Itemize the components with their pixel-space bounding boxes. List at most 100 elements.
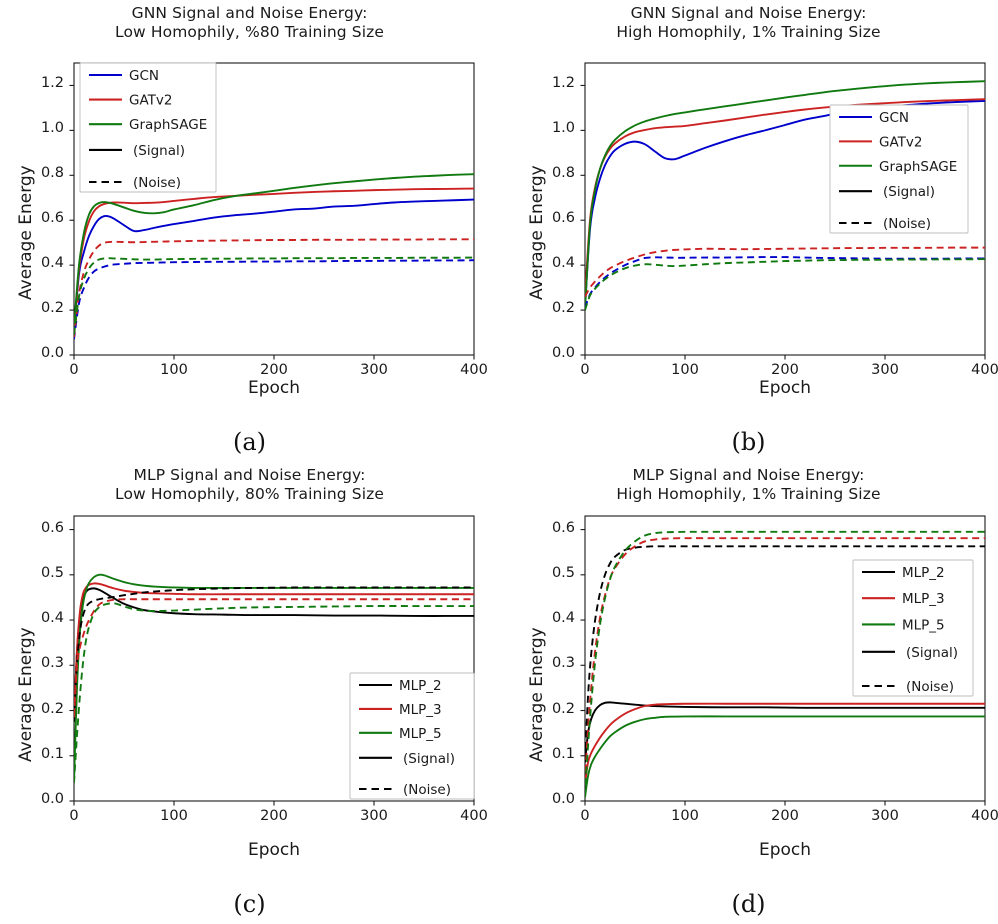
panel-d-xtick-200: 200 [771, 808, 799, 824]
panel-c-plot: MLP_2 MLP_3 MLP_5 (Signal) (Noise) [69, 515, 475, 806]
series-d-mlp-5-noise- [585, 530, 985, 797]
panel-a-caption: (a) [232, 428, 267, 456]
panel-c-caption: (c) [233, 890, 266, 918]
legend-label-mlp-2: MLP_2 [902, 565, 945, 581]
panel-b-ylabel: Average Energy [527, 165, 547, 300]
series-c-mlp-5-noise- [74, 602, 474, 783]
panel-d-title-line2: High Homophily, 1% Training Size [616, 485, 881, 503]
series-b-graphsage-noise- [585, 258, 985, 311]
legend-label--signal-: (Signal) [906, 645, 958, 661]
legend-label--noise-: (Noise) [906, 679, 954, 695]
panel-c-ytick-0.0: 0.0 [40, 791, 64, 807]
panel-c-xtick-0: 0 [69, 808, 79, 824]
panel-a-ytick-0.4: 0.4 [40, 255, 64, 272]
panel-b-xtick-100: 100 [671, 362, 699, 378]
legend-label-graphsage: GraphSAGE [129, 117, 207, 133]
legend-label-mlp-2: MLP_2 [399, 678, 442, 694]
series-a-gcn-signal- [74, 198, 474, 333]
panel-d-ylabel: Average Energy [527, 627, 547, 762]
panel-b-legend: GCN GATv2 GraphSAGE (Signal) (Noise) [829, 104, 969, 234]
panel-c-ytick-0.4: 0.4 [40, 610, 64, 627]
panel-d-ytick-0.0: 0.0 [551, 791, 575, 807]
panel-a-ytick-1.2: 1.2 [40, 75, 64, 92]
series-a-graphsage-noise- [74, 256, 474, 335]
series-c-mlp-3-noise- [74, 598, 474, 718]
panel-b-xlabel: Epoch [758, 378, 812, 398]
legend-label-graphsage: GraphSAGE [879, 159, 957, 175]
panel-b-ytick-1.0: 1.0 [551, 120, 575, 137]
panel-c-ytick-0.3: 0.3 [40, 655, 64, 672]
panel-a-xtick-300: 300 [360, 362, 388, 378]
panel-b-xtick-0: 0 [580, 362, 590, 378]
panel-c-xtick-300: 300 [360, 808, 388, 824]
panel-a-title-line1: GNN Signal and Noise Energy: [131, 4, 368, 22]
series-b-gatv2-noise- [585, 246, 985, 298]
panel-a-legend: GCN GATv2 GraphSAGE (Signal) (Noise) [79, 62, 217, 193]
series-d-mlp-3-signal- [585, 702, 985, 784]
panel-a-title: GNN Signal and Noise Energy: Low Homophi… [0, 4, 499, 42]
panel-a-plot: GCN GATv2 GraphSAGE (Signal) (Noise) [69, 62, 475, 360]
legend-label-gatv2: GATv2 [129, 93, 172, 109]
panel-d-xlabel: Epoch [758, 840, 812, 860]
panel-b-caption: (b) [731, 428, 766, 456]
series-d-mlp-2-noise- [585, 545, 985, 761]
legend-label-mlp-3: MLP_3 [399, 702, 442, 718]
panel-b-ytick-0.0: 0.0 [551, 345, 575, 361]
panel-a-ytick-0.6: 0.6 [40, 210, 64, 227]
series-c-mlp-3-signal- [74, 582, 474, 720]
panel-c-title: MLP Signal and Noise Energy: Low Homophi… [0, 466, 499, 504]
panel-b-ytick-0.4: 0.4 [551, 255, 575, 272]
panel-d-ytick-0.2: 0.2 [551, 700, 575, 717]
panel-c-ytick-0.2: 0.2 [40, 700, 64, 717]
legend-label--signal-: (Signal) [883, 184, 935, 200]
panel-d-xtick-0: 0 [580, 808, 590, 824]
panel-d-xtick-100: 100 [671, 808, 699, 824]
series-a-graphsage-signal- [74, 173, 474, 329]
panel-b-ytick-0.6: 0.6 [551, 210, 575, 227]
panel-c-xtick-400: 400 [460, 808, 488, 824]
series-b-gcn-noise- [585, 256, 985, 309]
series-b-graphsage-signal- [585, 80, 985, 311]
panel-b-ytick-0.8: 0.8 [551, 165, 575, 182]
panel-c-legend: MLP_2 MLP_3 MLP_5 (Signal) (Noise) [349, 672, 475, 800]
series-a-gatv2-noise- [74, 238, 474, 338]
panel-b-ytick-1.2: 1.2 [551, 75, 575, 92]
panel-a-xtick-0: 0 [69, 362, 79, 378]
series-d-mlp-3-noise- [585, 537, 985, 783]
panel-c-ylabel: Average Energy [16, 627, 36, 762]
panel-c: MLP Signal and Noise Energy: Low Homophi… [0, 462, 499, 924]
panel-d: MLP Signal and Noise Energy: High Homoph… [499, 462, 998, 924]
panel-c-xtick-100: 100 [160, 808, 188, 824]
panel-c-ytick-0.6: 0.6 [40, 519, 64, 536]
legend-label--noise-: (Noise) [883, 216, 931, 232]
panel-a-xlabel: Epoch [247, 378, 301, 398]
panel-c-title-line2: Low Homophily, 80% Training Size [115, 485, 384, 503]
panel-b-xtick-200: 200 [771, 362, 799, 378]
series-c-mlp-5-signal- [74, 573, 474, 783]
panel-a-ytick-0.8: 0.8 [40, 165, 64, 182]
panel-d-xtick-300: 300 [871, 808, 899, 824]
panel-a-title-line2: Low Homophily, %80 Training Size [115, 23, 384, 41]
legend-label-gcn: GCN [129, 68, 159, 84]
legend-label-mlp-3: MLP_3 [902, 591, 945, 607]
panel-a-ytick-0.2: 0.2 [40, 300, 64, 317]
panel-b-title: GNN Signal and Noise Energy: High Homoph… [499, 4, 998, 42]
panel-b: GNN Signal and Noise Energy: High Homoph… [499, 0, 998, 462]
panel-c-ytick-0.5: 0.5 [40, 564, 64, 581]
panel-a-ytick-1.0: 1.0 [40, 120, 64, 137]
panel-d-ytick-0.6: 0.6 [551, 519, 575, 536]
series-c-mlp-2-noise- [74, 586, 474, 720]
legend-label-gcn: GCN [879, 110, 909, 126]
panel-d-ytick-0.3: 0.3 [551, 655, 575, 672]
panel-b-xtick-300: 300 [871, 362, 899, 378]
panel-a: GNN Signal and Noise Energy: Low Homophi… [0, 0, 499, 462]
panel-d-ytick-0.4: 0.4 [551, 610, 575, 627]
panel-d-title-line1: MLP Signal and Noise Energy: [632, 466, 865, 484]
panel-b-plot: GCN GATv2 GraphSAGE (Signal) (Noise) [580, 62, 986, 360]
series-d-mlp-5-signal- [585, 715, 985, 798]
legend-label--noise-: (Noise) [133, 175, 181, 191]
panel-d-ytick-0.5: 0.5 [551, 564, 575, 581]
panel-d-plot: MLP_2 MLP_3 MLP_5 (Signal) (Noise) [580, 515, 986, 806]
panel-a-xtick-400: 400 [460, 362, 488, 378]
